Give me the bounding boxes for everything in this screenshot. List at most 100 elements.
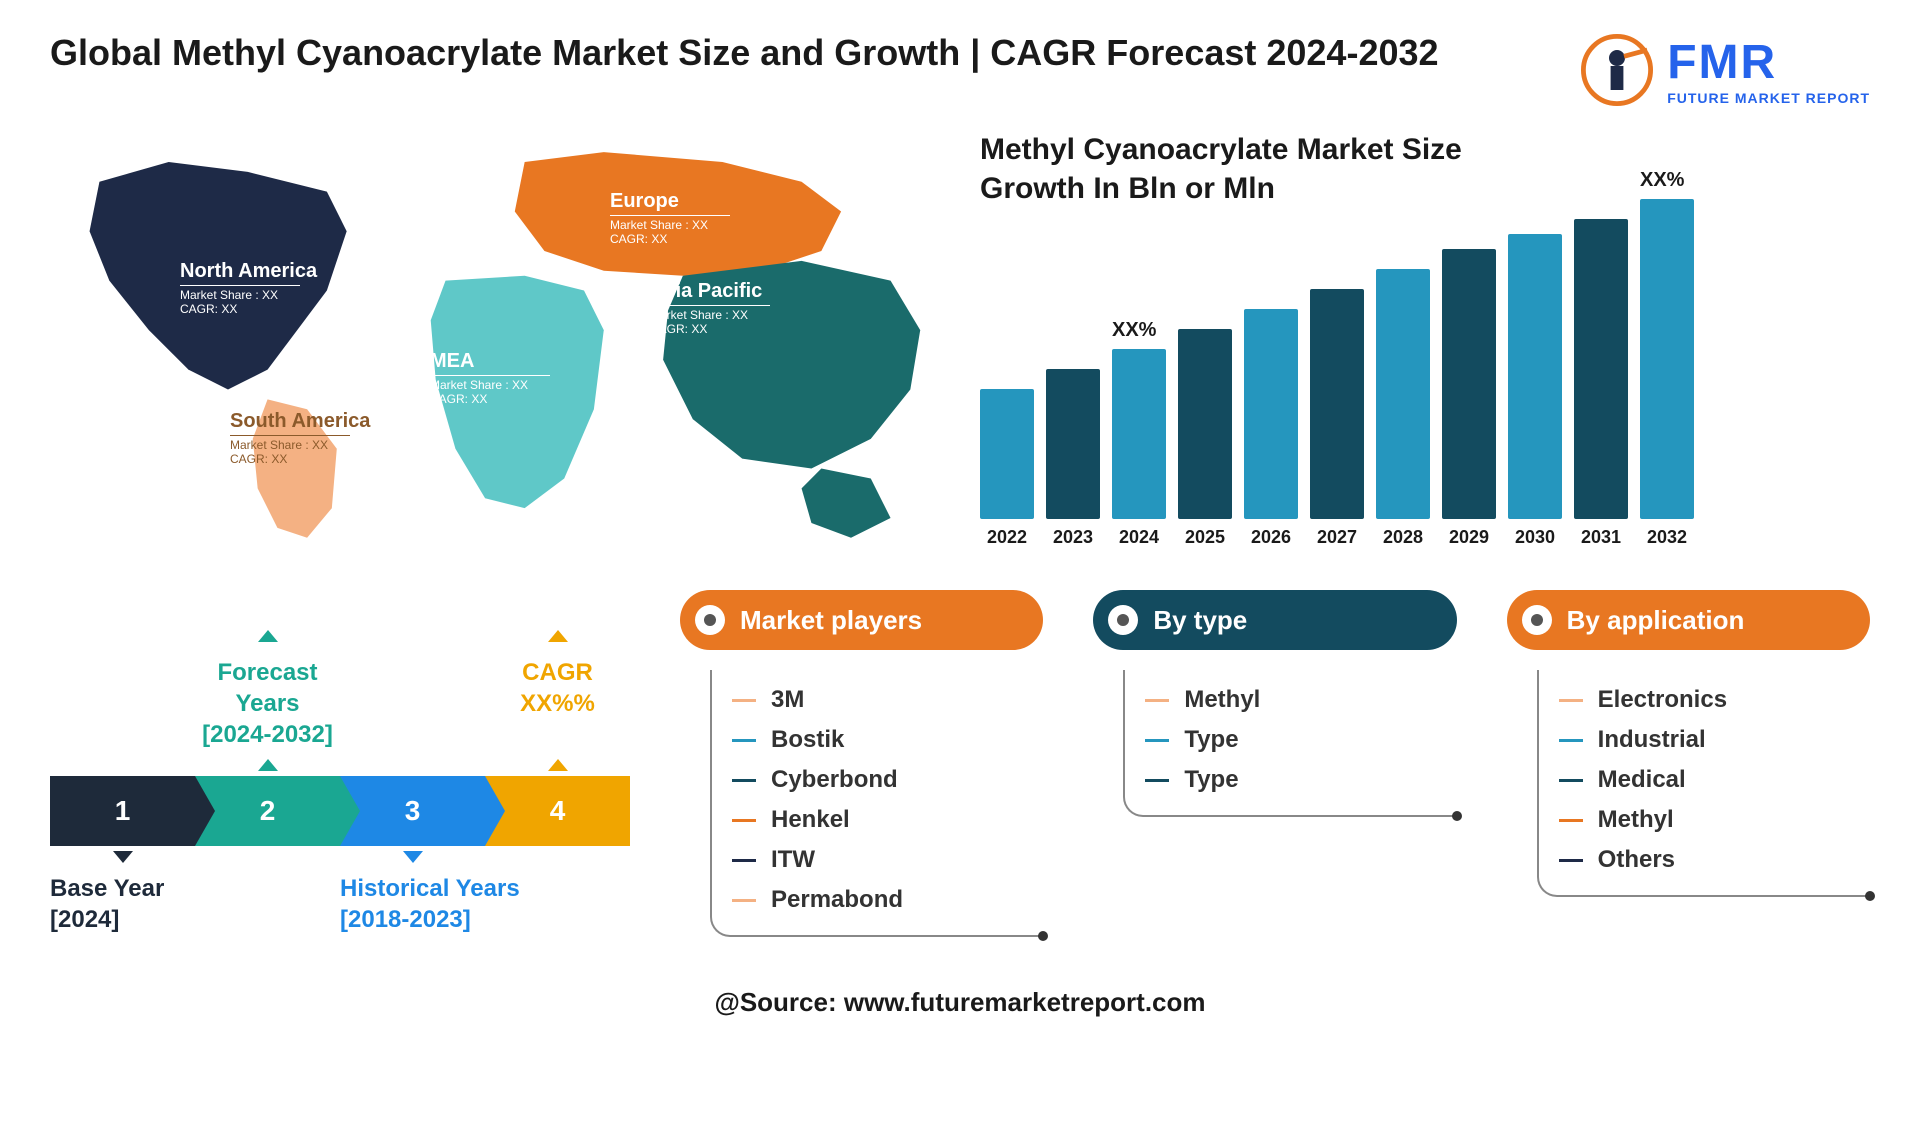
logo: FMR FUTURE MARKET REPORT xyxy=(1577,30,1870,110)
list-tick-icon xyxy=(1145,739,1169,742)
list-text: Methyl xyxy=(1184,686,1260,714)
pill-text: By type xyxy=(1153,605,1247,636)
list-item: Methyl xyxy=(1145,680,1456,720)
bar-wrapper: 2026 xyxy=(1244,309,1298,548)
category-column: Market players 3MBostik Cyberbond Henkel IT… xyxy=(680,590,1043,937)
bar-wrapper: 2023 xyxy=(1046,369,1100,548)
bar-wrapper: 2031 xyxy=(1574,219,1628,548)
timeline: Forecast Years [2024-2032] CAGR XX%% 1 2… xyxy=(50,590,630,935)
bar xyxy=(1442,249,1496,519)
bar xyxy=(1178,329,1232,519)
region-label: South AmericaMarket Share : XXCAGR: XX xyxy=(230,410,370,466)
map-svg xyxy=(50,130,940,550)
list-text: Permabond xyxy=(771,886,903,914)
list-item: Type xyxy=(1145,720,1456,760)
forecast-label xyxy=(195,590,340,647)
world-map: North AmericaMarket Share : XXCAGR: XXSo… xyxy=(50,130,940,550)
bar-year-label: 2025 xyxy=(1185,527,1225,548)
bar-wrapper: 2030 xyxy=(1508,234,1562,548)
list-text: Cyberbond xyxy=(771,766,898,794)
bar-wrapper: 2028 xyxy=(1376,269,1430,548)
region-label: MEAMarket Share : XXCAGR: XX xyxy=(430,350,550,406)
base-label: Base Year [2024] xyxy=(50,873,340,935)
region-label: Asia PacificMarket Share : XXCAGR: XX xyxy=(650,280,770,336)
pill-dot-icon xyxy=(1108,605,1138,635)
bar-year-label: 2029 xyxy=(1449,527,1489,548)
header: Global Methyl Cyanoacrylate Market Size … xyxy=(50,30,1870,110)
bar xyxy=(1244,309,1298,519)
category-pill: By type xyxy=(1093,590,1456,650)
forecast-text: Forecast Years xyxy=(217,659,317,717)
bar-wrapper: XX%2024 xyxy=(1112,349,1166,548)
list-tick-icon xyxy=(1559,859,1583,862)
list-tick-icon xyxy=(1559,739,1583,742)
cagr-text: CAGR xyxy=(522,659,593,686)
list-item: 3M xyxy=(732,680,1043,720)
pill-dot-icon xyxy=(695,605,725,635)
list-tick-icon xyxy=(1145,699,1169,702)
list-item: Electronics xyxy=(1559,680,1870,720)
bar-year-label: 2022 xyxy=(987,527,1027,548)
timeline-bar: 1 2 3 4 xyxy=(50,776,630,846)
list-text: Henkel xyxy=(771,806,850,834)
timeline-seg-4: 4 xyxy=(485,776,630,846)
bar xyxy=(1310,289,1364,519)
logo-icon xyxy=(1577,30,1657,110)
list-item: Medical xyxy=(1559,760,1870,800)
bar-top-label: XX% xyxy=(1112,319,1156,342)
list-item: ITW xyxy=(732,840,1043,880)
logo-subtitle: FUTURE MARKET REPORT xyxy=(1667,90,1870,106)
list-text: Methyl xyxy=(1598,806,1674,834)
bar-year-label: 2028 xyxy=(1383,527,1423,548)
hist-label: Historical Years [2018-2023] xyxy=(340,873,630,935)
list-text: Others xyxy=(1598,846,1675,874)
bar: XX% xyxy=(1640,199,1694,519)
timeline-seg-1: 1 xyxy=(50,776,195,846)
chart-title: Methyl Cyanoacrylate Market Size Growth … xyxy=(980,130,1480,208)
page-title: Global Methyl Cyanoacrylate Market Size … xyxy=(50,30,1439,77)
list-text: ITW xyxy=(771,846,815,874)
list-tick-icon xyxy=(1559,699,1583,702)
bar-year-label: 2030 xyxy=(1515,527,1555,548)
source-line: @Source: www.futuremarketreport.com xyxy=(50,987,1870,1018)
timeline-seg-2: 2 xyxy=(195,776,340,846)
category-column: By type MethylTypeType xyxy=(1093,590,1456,937)
list-item: Permabond xyxy=(732,880,1043,920)
list-text: Industrial xyxy=(1598,726,1706,754)
forecast-years: [2024-2032] xyxy=(202,721,333,748)
bar xyxy=(1574,219,1628,519)
list-container: 3MBostik Cyberbond Henkel ITW Permabond xyxy=(710,670,1043,937)
pill-text: Market players xyxy=(740,605,922,636)
list-text: Electronics xyxy=(1598,686,1727,714)
list-text: Type xyxy=(1184,726,1238,754)
bottom-section: Forecast Years [2024-2032] CAGR XX%% 1 2… xyxy=(50,590,1870,937)
list-item: Henkel xyxy=(732,800,1043,840)
bar-year-label: 2024 xyxy=(1119,527,1159,548)
cagr-label xyxy=(485,590,630,647)
bar-year-label: 2031 xyxy=(1581,527,1621,548)
list-text: Medical xyxy=(1598,766,1686,794)
bar-wrapper: 2027 xyxy=(1310,289,1364,548)
logo-text: FMR xyxy=(1667,35,1870,90)
list-tick-icon xyxy=(732,779,756,782)
pill-dot-icon xyxy=(1522,605,1552,635)
list-container: Electronics Industrial Medical Methyl Others xyxy=(1537,670,1870,897)
list-item: Others xyxy=(1559,840,1870,880)
list-item: Bostik xyxy=(732,720,1043,760)
bar-top-label: XX% xyxy=(1640,169,1684,192)
list-item: Industrial xyxy=(1559,720,1870,760)
bar xyxy=(1376,269,1430,519)
list-item: Cyberbond xyxy=(732,760,1043,800)
list-tick-icon xyxy=(1559,779,1583,782)
bar-wrapper: XX%2032 xyxy=(1640,199,1694,548)
bar xyxy=(980,389,1034,519)
list-tick-icon xyxy=(732,699,756,702)
category-pill: By application xyxy=(1507,590,1870,650)
bar xyxy=(1046,369,1100,519)
list-item: Methyl xyxy=(1559,800,1870,840)
bar-wrapper: 2022 xyxy=(980,389,1034,548)
bar-year-label: 2026 xyxy=(1251,527,1291,548)
bar-chart-section: Methyl Cyanoacrylate Market Size Growth … xyxy=(980,130,1870,550)
bar-chart: 20222023XX%20242025202620272028202920302… xyxy=(980,228,1870,548)
list-tick-icon xyxy=(732,859,756,862)
